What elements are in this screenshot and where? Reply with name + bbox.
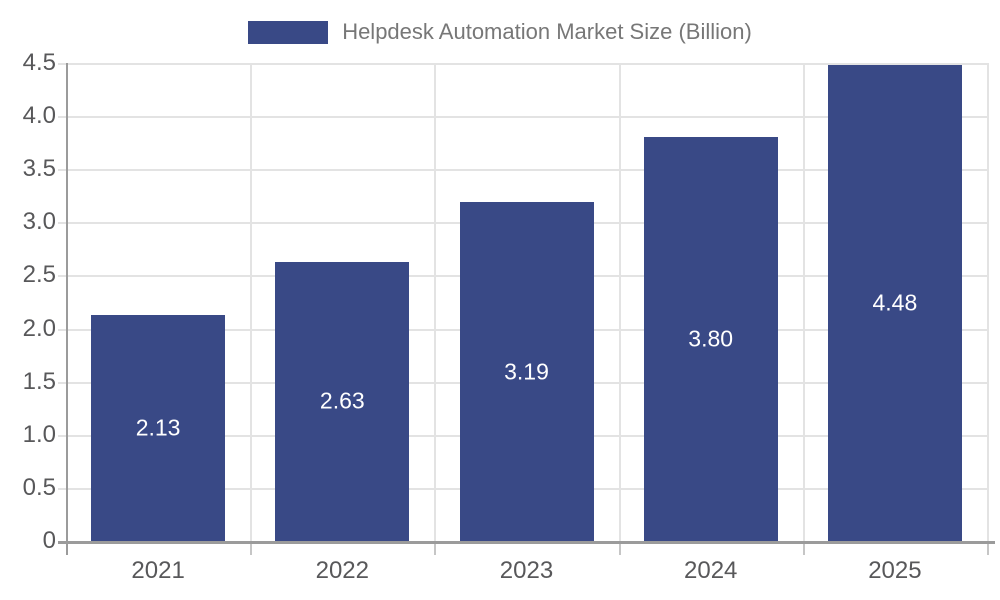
- x-tick-mark: [618, 541, 621, 555]
- plot-area: 2.13 2.63 3.19 3.80 4.48 0 0.5 1.0 1.5 2.0 2.5 3.0 3…: [23, 49, 995, 584]
- y-tick-label: 1.0: [22, 420, 56, 448]
- x-tick-label: 2024: [683, 557, 738, 584]
- x-tick-mark: [250, 541, 253, 555]
- bar-2024: 3.80: [643, 137, 778, 541]
- y-tick-label: 4.5: [22, 49, 56, 76]
- y-tick-label: 0: [42, 527, 56, 554]
- y-tick-label: 1.5: [22, 367, 56, 395]
- y-axis-line: [66, 63, 68, 555]
- legend-swatch: [248, 20, 329, 44]
- x-tick-mark: [434, 541, 437, 555]
- bar-2025: 4.48: [827, 65, 962, 541]
- gridline-horizontal: [58, 116, 987, 119]
- legend[interactable]: Helpdesk Automation Market Size (Billion…: [0, 14, 1000, 50]
- gridline-vertical: [618, 63, 621, 541]
- gridline-vertical: [987, 63, 989, 541]
- x-tick-label: 2021: [131, 557, 185, 584]
- bar-value-label: 4.48: [872, 289, 918, 316]
- gridline-vertical: [802, 63, 805, 541]
- gridline-horizontal: [58, 169, 987, 172]
- x-tick-mark: [987, 541, 989, 555]
- bar-value-label: 3.19: [504, 358, 549, 385]
- gridline-vertical: [434, 63, 437, 541]
- bar-value-label: 3.80: [688, 325, 734, 352]
- bar-2021: 2.13: [91, 314, 226, 541]
- x-axis-line: [58, 541, 995, 544]
- legend-title: Helpdesk Automation Market Size (Billion…: [342, 19, 752, 44]
- y-tick-label: 3.0: [22, 208, 56, 236]
- y-tick-label: 0.5: [22, 473, 56, 501]
- x-tick-label: 2025: [868, 557, 922, 584]
- y-tick-label: 2.5: [22, 261, 56, 289]
- x-tick-label: 2023: [499, 557, 554, 584]
- y-tick-label: 2.0: [22, 314, 56, 342]
- bar-value-label: 2.13: [135, 414, 181, 441]
- bar-2023: 3.19: [459, 202, 594, 541]
- x-tick-label: 2022: [315, 557, 369, 584]
- gridline-horizontal: [58, 63, 987, 65]
- y-tick-label: 3.5: [22, 155, 56, 183]
- bar-2022: 2.63: [275, 261, 410, 541]
- bar-value-label: 2.63: [319, 387, 365, 414]
- y-tick-label: 4.0: [22, 102, 56, 130]
- x-tick-mark: [802, 541, 805, 555]
- gridline-vertical: [250, 63, 253, 541]
